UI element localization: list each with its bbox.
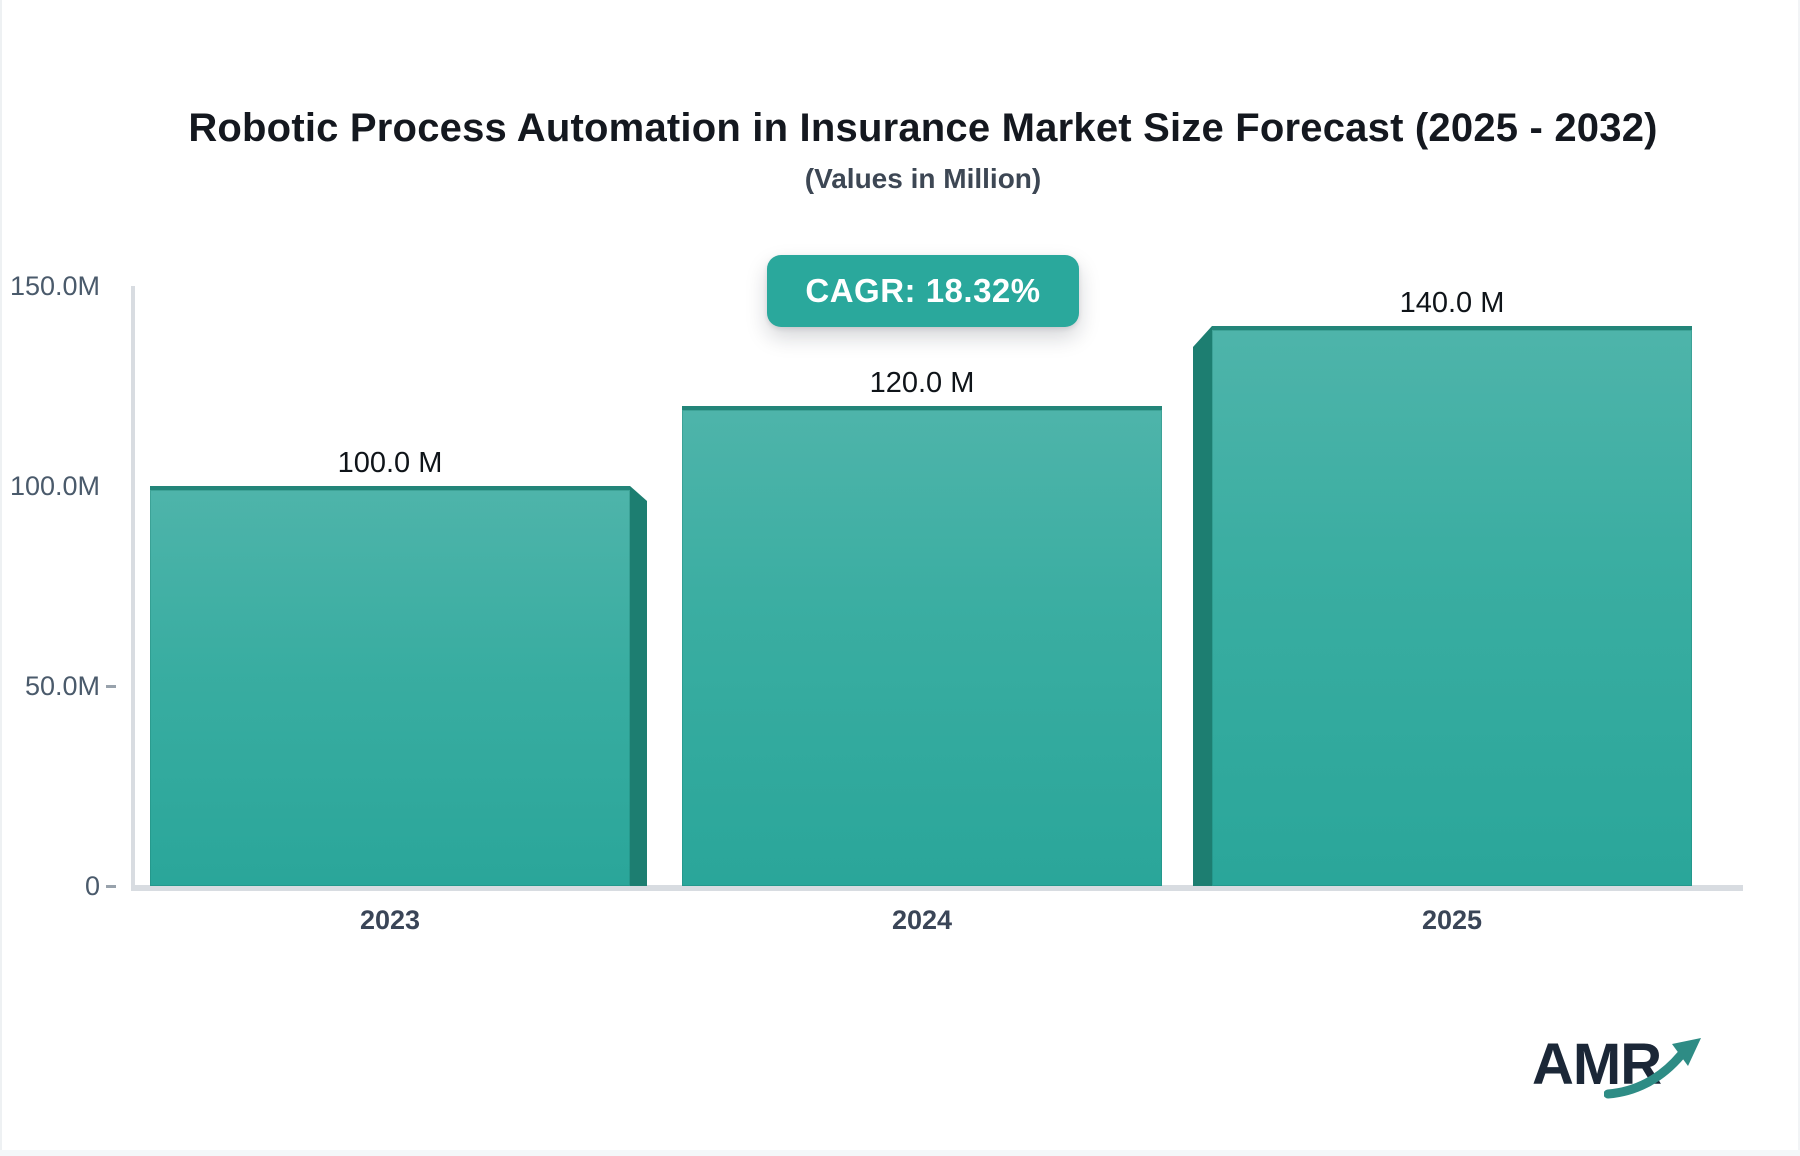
chart-subtitle: (Values in Million) [804, 163, 1042, 194]
cagr-badge: CAGR: 18.32% [767, 255, 1079, 327]
bar-side-face [1193, 326, 1212, 886]
trend-arrow-icon [1604, 1038, 1701, 1099]
x-axis-label: 2025 [1421, 905, 1483, 935]
y-axis-label: 50.0M [24, 671, 100, 701]
page-right-edge [1798, 0, 1800, 1156]
bar-value-label: 120.0 M [869, 367, 975, 399]
page-bottom-edge [0, 1150, 1800, 1156]
y-axis-label: 0 [84, 871, 100, 901]
y-axis-tick [106, 685, 116, 688]
y-axis-line [131, 286, 135, 886]
bar [150, 486, 630, 886]
y-axis-label: 100.0M [9, 471, 100, 501]
bar [682, 406, 1162, 886]
y-axis-label: 150.0M [9, 271, 100, 301]
x-axis-line [131, 885, 1743, 891]
y-axis-tick [106, 885, 116, 888]
bar-side-face [630, 486, 647, 886]
bar-value-label: 100.0 M [337, 447, 443, 479]
chart-title: Robotic Process Automation in Insurance … [188, 106, 1658, 150]
x-axis-label: 2023 [359, 905, 421, 935]
bar [1212, 326, 1692, 886]
x-axis-label: 2024 [891, 905, 953, 935]
bar-value-label: 140.0 M [1399, 287, 1505, 319]
page-left-edge [0, 0, 2, 1156]
cagr-badge-row: CAGR: 18.32% [46, 255, 1800, 327]
